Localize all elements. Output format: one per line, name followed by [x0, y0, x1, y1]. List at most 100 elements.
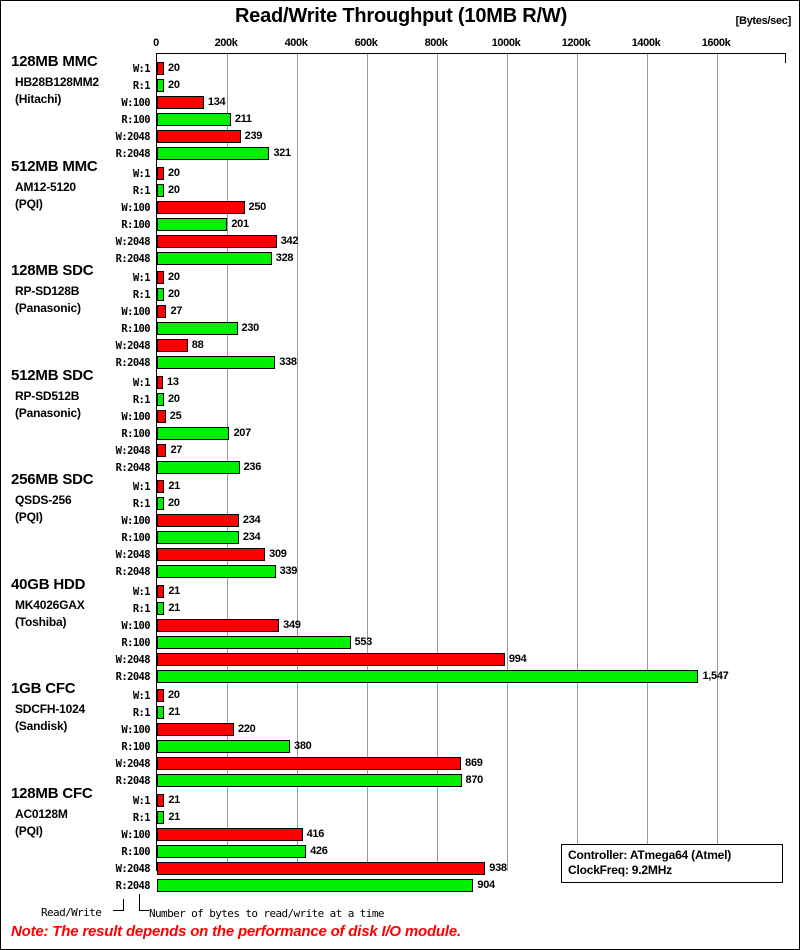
bar [157, 689, 164, 702]
bar-row-label: W:100 [121, 619, 150, 632]
bar-row: W:2048 938 [1, 861, 800, 878]
axis-tick-label: 800k [424, 37, 448, 49]
bar-row-label: W:2048 [115, 131, 151, 143]
bar-row: W:1 21 [1, 584, 800, 601]
bar-value-label: 13 [167, 375, 179, 388]
bar-row: R:2048 1,547 [1, 669, 800, 686]
bar-row: W:100 234 [1, 513, 800, 530]
axis-tick-label: 1000k [491, 37, 521, 49]
bar [157, 827, 303, 841]
bar-value-label: 349 [283, 618, 301, 631]
bar-row: W:1 20 [1, 61, 800, 78]
bar-value-label: 27 [170, 305, 183, 317]
bar-value-label: 21 [168, 810, 180, 823]
bar-group: 256MB SDC QSDS-256 (PQI) W:1 21 R:1 20 W:100 234… [1, 471, 800, 578]
bar-row-label: W:1 [132, 272, 151, 284]
bar-value-label: 211 [234, 113, 252, 125]
bar-row-label: R:1 [132, 80, 151, 92]
bar-value-label: 338 [279, 356, 297, 368]
axis-tick-label: 400k [284, 37, 308, 49]
bar-value-label: 234 [242, 531, 261, 543]
bar [157, 497, 164, 510]
bar-value-label: 20 [168, 497, 180, 509]
bar-row: R:100 211 [1, 112, 800, 129]
bar-row-label: R:1 [132, 498, 151, 510]
bar-value-label: 20 [168, 689, 180, 701]
bar-value-label: 553 [354, 635, 373, 648]
bar [157, 861, 486, 875]
bar-row: R:1 21 [1, 810, 800, 827]
bar [157, 652, 505, 666]
info-controller: Controller: ATmega64 (Atmel) [568, 848, 732, 862]
bar-row-label: W:100 [121, 828, 150, 841]
bar [157, 96, 204, 109]
axis-tick-label: 0 [153, 37, 159, 49]
bar-row: R:100 426 [1, 844, 800, 861]
bar-value-label: 21 [168, 584, 180, 597]
group-title: 128MB SDC [11, 262, 94, 279]
bar [157, 460, 240, 474]
gridline [647, 54, 648, 871]
bar-value-label: 21 [168, 601, 180, 614]
group-model: QSDS-256 [15, 493, 72, 507]
bar-row: W:100 220 [1, 722, 800, 739]
bar-row: W:1 21 [1, 479, 800, 496]
bar-value-label: 416 [306, 827, 325, 840]
bar-row-label: R:2048 [115, 879, 151, 892]
bar-row: W:2048 88 [1, 338, 800, 355]
info-box: Controller: ATmega64 (Atmel) ClockFreq: … [561, 844, 783, 883]
group-vendor: (PQI) [15, 510, 43, 524]
bar-value-label: 88 [191, 339, 204, 351]
bar-row-label: W:100 [121, 724, 150, 736]
bar-row: R:2048 339 [1, 564, 800, 581]
bar-value-label: 994 [508, 652, 527, 665]
bar-value-label: 339 [279, 565, 298, 577]
axis-right-cap [785, 54, 786, 63]
bar-row: W:2048 342 [1, 234, 800, 251]
bar [157, 62, 164, 75]
group-model: SDCFH-1024 [15, 702, 86, 716]
bar-row-label: R:1 [132, 393, 151, 406]
bar-row-label: W:1 [132, 63, 151, 75]
leader-line-bytes-vert [139, 894, 140, 911]
bar [157, 305, 167, 318]
bar-row: R:1 20 [1, 392, 800, 409]
bar-row-label: R:100 [121, 218, 150, 231]
bar [157, 669, 699, 683]
bar-value-label: 234 [242, 514, 261, 526]
leader-line-readwrite-vert [123, 899, 124, 911]
bar [157, 480, 165, 493]
bar-row: W:100 25 [1, 409, 800, 426]
group-vendor: (Hitachi) [15, 92, 62, 106]
bar-row: W:100 250 [1, 200, 800, 217]
bar-row: W:1 20 [1, 688, 800, 705]
bar-row: R:100 234 [1, 530, 800, 547]
gridline [437, 54, 438, 871]
footer-note: Note: The result depends on the performa… [11, 923, 461, 940]
group-model: AM12-5120 [15, 179, 76, 194]
group-title: 512MB SDC [11, 366, 94, 384]
bar-row: R:100 380 [1, 739, 800, 756]
bar-row: R:100 207 [1, 426, 800, 443]
bar-value-label: 1,547 [702, 669, 729, 682]
bar [157, 339, 188, 352]
bar-row-label: W:1 [132, 794, 151, 807]
bar-row: R:1 20 [1, 78, 800, 95]
group-vendor: (Toshiba) [15, 614, 67, 629]
bar-value-label: 20 [168, 392, 180, 405]
bar-value-label: 938 [489, 861, 507, 874]
bar-row: R:2048 328 [1, 251, 800, 268]
bar-row-label: W:2048 [115, 340, 151, 352]
bar-row-label: R:1 [132, 289, 151, 301]
group-model: AC0128M [15, 806, 68, 821]
bar-group: 1GB CFC SDCFH-1024 (Sandisk) W:1 20 R:1 21 W:10… [1, 680, 800, 787]
bar [157, 356, 276, 369]
bar-value-label: 20 [168, 166, 180, 179]
bar-row: R:1 21 [1, 601, 800, 618]
bar-value-label: 25 [169, 409, 182, 422]
bar [157, 531, 239, 544]
bar [157, 706, 165, 719]
bar-row-label: W:2048 [115, 235, 151, 248]
bar-value-label: 20 [168, 62, 180, 74]
axis-unit-label: [Bytes/sec] [735, 15, 792, 27]
